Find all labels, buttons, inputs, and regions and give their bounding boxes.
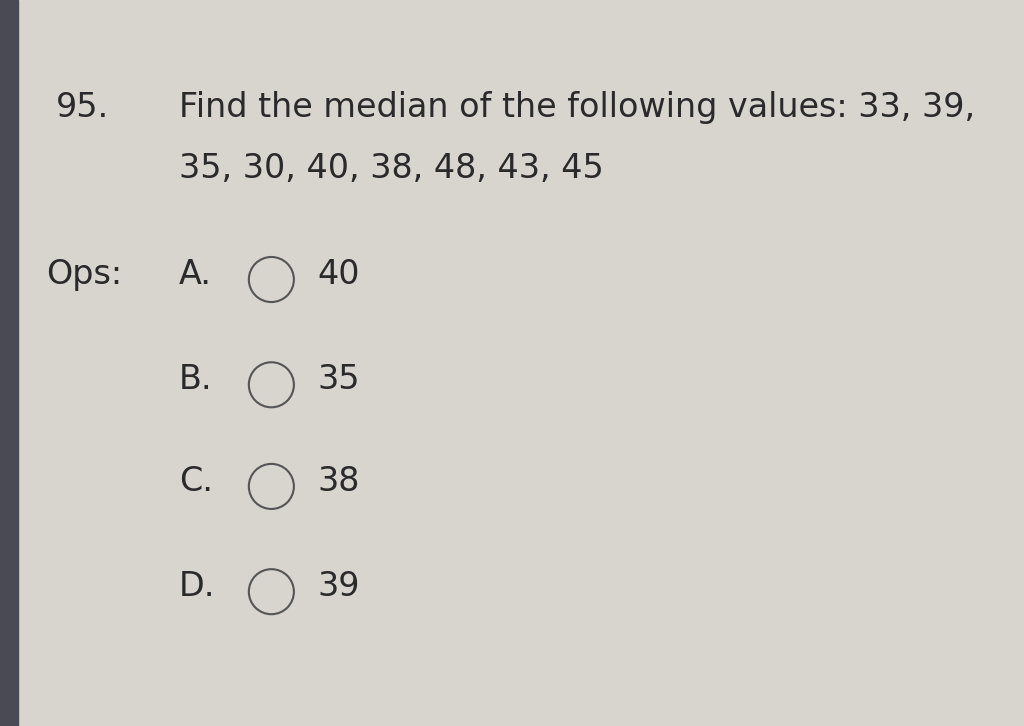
- Text: 39: 39: [317, 570, 360, 603]
- Text: 40: 40: [317, 258, 360, 290]
- Text: C.: C.: [179, 465, 213, 497]
- Text: 35, 30, 40, 38, 48, 43, 45: 35, 30, 40, 38, 48, 43, 45: [179, 152, 604, 185]
- Text: B.: B.: [179, 363, 213, 396]
- Text: Find the median of the following values: 33, 39,: Find the median of the following values:…: [179, 91, 975, 123]
- Text: 35: 35: [317, 363, 360, 396]
- Text: Ops:: Ops:: [46, 258, 122, 290]
- Text: 38: 38: [317, 465, 359, 497]
- Text: 95.: 95.: [56, 91, 110, 123]
- Text: D.: D.: [179, 570, 216, 603]
- Text: A.: A.: [179, 258, 212, 290]
- Bar: [0, 0, 18, 726]
